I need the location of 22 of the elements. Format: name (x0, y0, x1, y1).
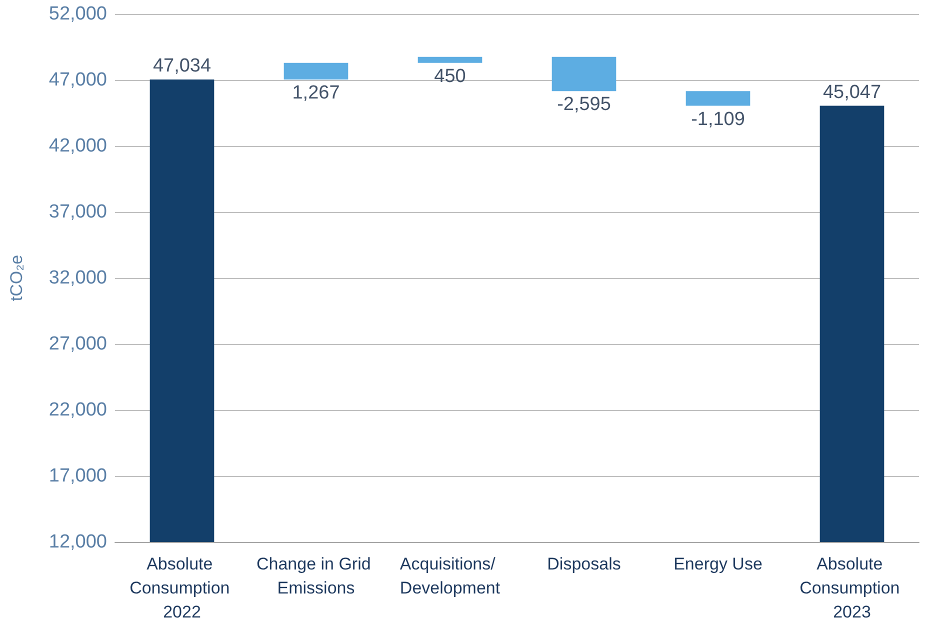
y-tick-label: 22,000 (48, 400, 107, 420)
y-tick-label: 42,000 (48, 136, 107, 156)
data-label: 47,034 (152, 56, 212, 77)
data-label: 450 (434, 66, 466, 87)
data-label: -2,595 (557, 94, 611, 116)
x-tick-label: Absolute Consumption 2022 (130, 554, 234, 622)
x-tick-label: Absolute Consumption 2023 (800, 554, 904, 622)
y-axis-title: tCO₂e (7, 254, 26, 302)
x-tick-label: Energy Use (674, 554, 762, 574)
data-label: 45,047 (822, 82, 882, 103)
y-tick-label: 27,000 (48, 334, 107, 354)
data-label: -1,109 (691, 108, 745, 130)
y-tick-label: 32,000 (48, 268, 107, 288)
y-tick-label: 52,000 (48, 4, 107, 24)
x-tick-label: Change in Grid Emissions (256, 554, 376, 598)
y-tick-label: 37,000 (48, 202, 107, 222)
x-tick-label: Disposals (547, 554, 621, 574)
y-tick-label: 47,000 (48, 70, 107, 90)
data-label: 1,267 (292, 82, 340, 104)
x-tick-label: Acquisitions/ Development (400, 554, 500, 598)
y-tick-label: 12,000 (48, 532, 107, 552)
y-tick-label: 17,000 (48, 466, 107, 486)
